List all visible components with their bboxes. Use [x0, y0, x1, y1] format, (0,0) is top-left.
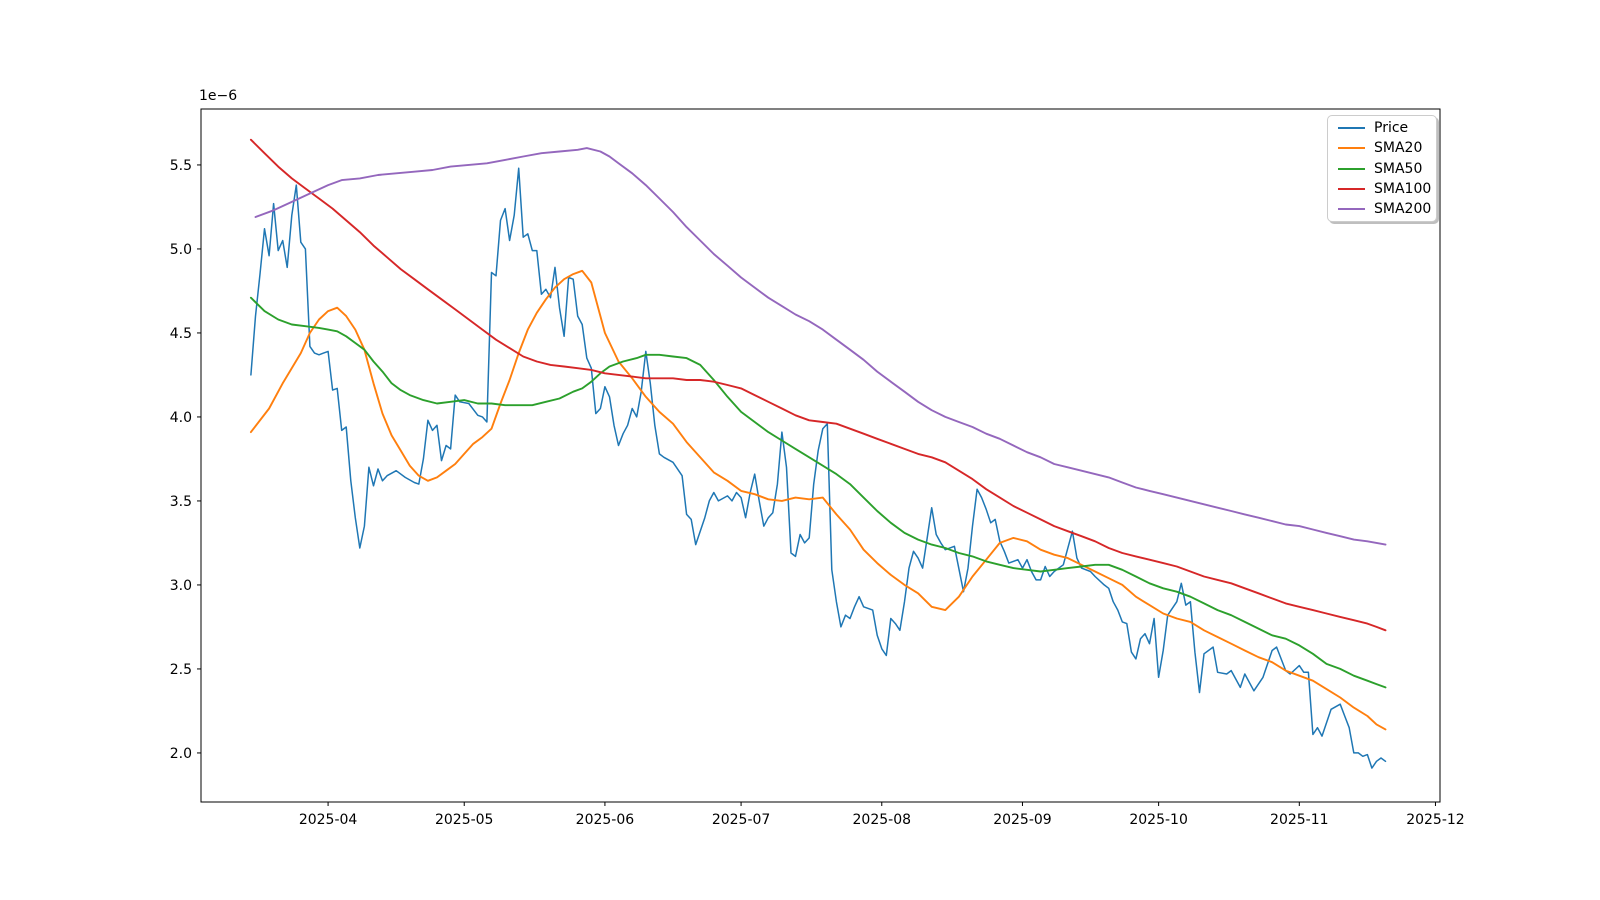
x-tick-label: 2025-04 [299, 812, 358, 828]
series-sma20-line [249, 269, 1387, 731]
x-tick-label: 2025-06 [576, 812, 635, 828]
x-tick-label: 2025-07 [712, 812, 771, 828]
legend-swatch-sma20 [1338, 147, 1365, 150]
y-tick-label: 2.5 [170, 662, 192, 678]
legend-swatch-price [1338, 127, 1365, 130]
legend-label: SMA20 [1374, 140, 1423, 157]
legend-swatch-sma200 [1338, 207, 1365, 210]
legend-label: Price [1374, 120, 1409, 137]
y-tick-label: 2.0 [170, 746, 192, 762]
plot-border [200, 108, 1441, 803]
y-axis-offset-label: 1e−6 [199, 88, 238, 104]
x-tick-label: 2025-05 [435, 812, 494, 828]
y-tick-label: 3.0 [170, 578, 192, 594]
y-tick-label: 4.0 [170, 410, 192, 426]
legend-entry-sma50: SMA50 [1328, 158, 1436, 178]
x-tick-label: 2025-10 [1129, 812, 1188, 828]
legend-entry-price: Price [1328, 118, 1436, 138]
x-tick-label: 2025-09 [993, 812, 1052, 828]
series-sma100-line [249, 138, 1387, 632]
series-price-line [250, 167, 1387, 769]
legend-entry-sma200: SMA200 [1328, 199, 1436, 219]
x-tick-label: 2025-08 [853, 812, 912, 828]
y-tick-label: 4.5 [170, 326, 192, 342]
y-tick-label: 3.5 [170, 494, 192, 510]
legend-swatch-sma50 [1338, 167, 1365, 170]
series-sma50-line [249, 296, 1387, 689]
legend: Price SMA20 SMA50 SMA100 SMA200 [1327, 115, 1437, 222]
series-sma200-line [254, 147, 1387, 546]
legend-label: SMA200 [1374, 200, 1432, 217]
legend-label: SMA50 [1374, 160, 1423, 177]
x-tick-label: 2025-12 [1406, 812, 1465, 828]
x-tick-label: 2025-11 [1270, 812, 1329, 828]
legend-swatch-sma100 [1338, 187, 1365, 190]
y-tick-label: 5.5 [170, 158, 192, 174]
legend-label: SMA100 [1374, 180, 1432, 197]
legend-entry-sma100: SMA100 [1328, 179, 1436, 199]
legend-entry-sma20: SMA20 [1328, 138, 1436, 158]
y-tick-label: 5.0 [170, 242, 192, 258]
